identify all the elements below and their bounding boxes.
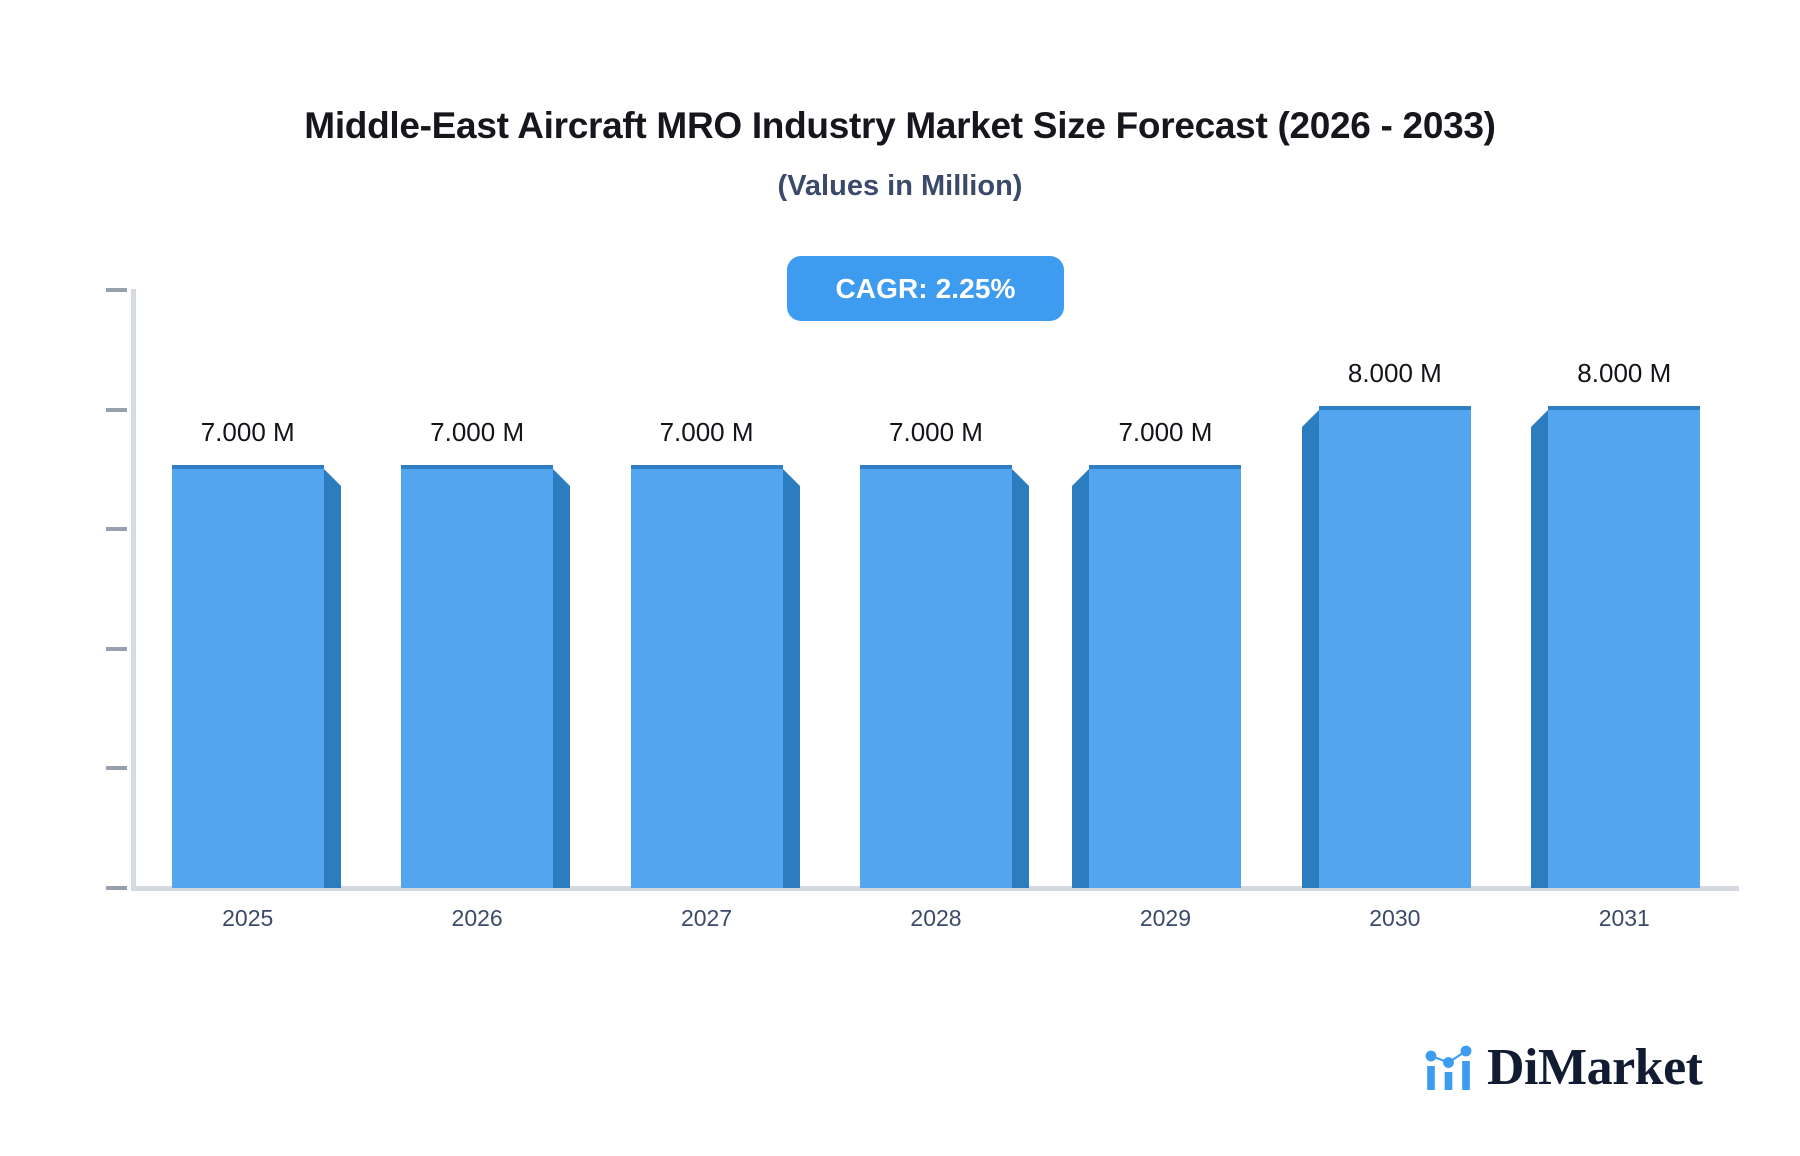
y-axis-tick-mark — [106, 527, 127, 532]
bar-side-panel — [1072, 486, 1090, 888]
bar-value-label: 8.000 M — [1577, 357, 1672, 388]
bar-side-panel — [323, 486, 341, 888]
bar-face[interactable] — [1089, 465, 1242, 888]
y-axis-tick-mark — [106, 886, 127, 890]
cagr-badge-label: CAGR: 2.25% — [835, 272, 1016, 304]
x-axis-tick-label: 2030 — [1369, 905, 1421, 931]
x-axis-tick-label: 2029 — [1139, 905, 1191, 931]
bar-face[interactable] — [401, 465, 554, 888]
bar-value-label: 7.000 M — [659, 417, 754, 448]
page-title: Middle-East Aircraft MRO Industry Market… — [304, 105, 1496, 146]
bar-face[interactable] — [171, 465, 324, 888]
bar-value-label: 7.000 M — [889, 417, 983, 448]
logo-text: DiMarket — [1487, 1039, 1703, 1096]
y-axis-spine — [131, 289, 136, 890]
x-axis-tick-label: 2028 — [910, 905, 962, 931]
y-axis-tick-mark — [106, 407, 127, 412]
bar-face[interactable] — [860, 465, 1012, 888]
bar-side-cap — [1012, 469, 1029, 487]
bar-face[interactable] — [1318, 405, 1471, 888]
x-axis-tick-label: 2025 — [222, 905, 274, 931]
cagr-badge: CAGR: 2.25% — [787, 256, 1064, 321]
bar-value-label: 7.000 M — [1118, 417, 1213, 448]
bar-side-cap — [323, 469, 341, 487]
bar-value-label: 7.000 M — [200, 417, 295, 448]
bar-side-panel — [553, 486, 571, 888]
chart-header: Middle-East Aircraft MRO Industry Market… — [0, 0, 1800, 204]
bar-side-panel — [1301, 426, 1319, 888]
x-axis-tick-label: 2031 — [1598, 905, 1650, 931]
chart-subtitle: (Values in Million) — [777, 170, 1023, 203]
bar-side-cap — [1072, 469, 1090, 487]
bar-chart-dots-icon — [1424, 1043, 1474, 1093]
y-axis-tick-mark — [106, 288, 127, 292]
bar-side-panel — [1531, 426, 1549, 888]
y-axis-tick-mark — [106, 646, 127, 651]
x-axis-tick-label: 2027 — [680, 905, 733, 931]
x-axis-tick-label: 2026 — [451, 905, 503, 931]
bar-side-cap — [1301, 409, 1319, 427]
bar-side-cap — [782, 469, 800, 487]
bar-face[interactable] — [1548, 405, 1701, 888]
bar-value-label: 8.000 M — [1347, 357, 1442, 388]
bar-side-panel — [782, 486, 800, 888]
x-axis-baseline — [131, 886, 1739, 891]
bar-value-label: 7.000 M — [430, 417, 525, 448]
bar-side-cap — [553, 469, 571, 487]
bar-side-cap — [1531, 409, 1549, 427]
bar-side-panel — [1012, 486, 1029, 888]
bar-face[interactable] — [630, 465, 783, 888]
dimarket-logo: DiMarket — [1424, 1039, 1703, 1096]
y-axis-tick-mark — [106, 766, 127, 771]
